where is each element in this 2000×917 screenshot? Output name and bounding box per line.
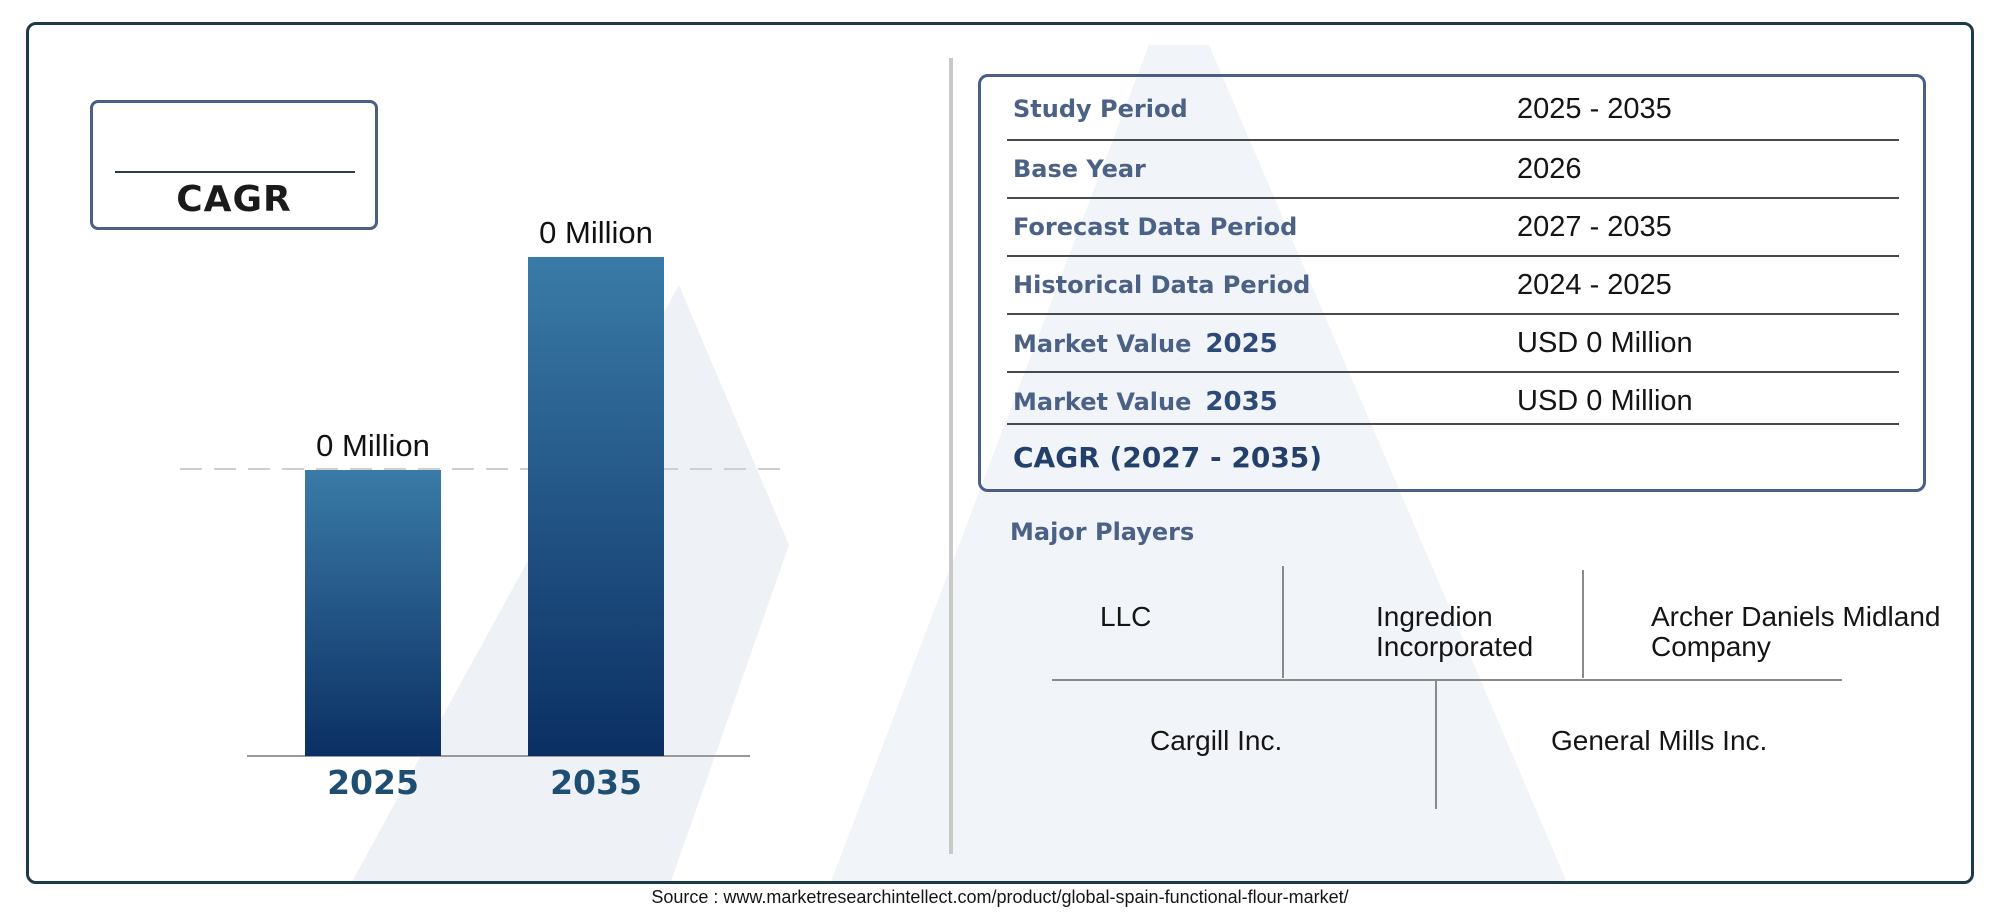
info-row: Market Value 2035 USD 0 Million	[1007, 373, 1899, 425]
info-row: Forecast Data Period 2027 - 2035	[1007, 199, 1899, 257]
cagr-box-label: CAGR	[176, 179, 292, 220]
bar-2035	[528, 257, 664, 756]
info-row-label: Forecast Data Period	[1013, 213, 1297, 241]
info-row: Study Period 2025 - 2035	[1007, 81, 1899, 141]
info-row-value: 2026	[1517, 153, 1582, 185]
info-row-label: Market Value 2025	[1013, 329, 1278, 359]
major-players-title: Major Players	[1010, 518, 1195, 546]
player-name: Ingredion Incorporated	[1376, 601, 1534, 662]
info-row-label: Study Period	[1013, 95, 1188, 123]
info-row-value: USD 0 Million	[1517, 385, 1693, 417]
vertical-divider	[949, 58, 953, 854]
cagr-box-divider	[115, 171, 355, 173]
players-divider	[1052, 679, 1842, 681]
x-tick-label: 2025	[327, 763, 419, 802]
info-row: Market Value 2025 USD 0 Million	[1007, 315, 1899, 373]
info-row-label: Historical Data Period	[1013, 271, 1310, 299]
info-row-label-text: Forecast Data Period	[1013, 213, 1298, 241]
players-divider	[1582, 570, 1584, 678]
info-row-year: 2035	[1205, 387, 1278, 417]
info-row: Base Year 2026	[1007, 141, 1899, 199]
cagr-box: CAGR	[90, 100, 378, 230]
info-row: Historical Data Period 2024 - 2025	[1007, 257, 1899, 315]
players-divider	[1282, 566, 1284, 678]
bar-data-label: 0 Million	[539, 215, 653, 250]
info-row-label-text: Base Year	[1013, 155, 1146, 183]
info-row-label: CAGR (2027 - 2035)	[1013, 441, 1322, 474]
players-divider	[1435, 681, 1437, 809]
info-row-value: 2024 - 2025	[1517, 269, 1672, 301]
info-row-label-text: Market Value	[1013, 388, 1192, 416]
info-row-year: 2025	[1205, 329, 1278, 359]
bar-2025	[305, 470, 441, 756]
info-row-value: 2025 - 2035	[1517, 93, 1672, 125]
player-name: LLC	[1100, 601, 1152, 632]
info-table: Study Period 2025 - 2035 Base Year 2026 Fore…	[978, 74, 1926, 492]
info-row-label-text: Historical Data Period	[1013, 271, 1311, 299]
player-name: Archer Daniels Midland Company	[1651, 601, 1941, 662]
info-row-label: Market Value 2035	[1013, 387, 1278, 417]
info-row-value: USD 0 Million	[1517, 327, 1693, 359]
x-tick-label: 2035	[550, 763, 642, 802]
info-row-label-text: CAGR (2027 - 2035)	[1013, 441, 1323, 474]
bar-chart: 0 Million 2025 0 Million 2035	[180, 215, 790, 802]
info-row: CAGR (2027 - 2035)	[1007, 425, 1899, 487]
player-name: Cargill Inc.	[1150, 725, 1283, 756]
bar-data-label: 0 Million	[316, 428, 430, 463]
source-citation: Source : www.marketresearchintellect.com…	[651, 887, 1349, 907]
info-row-label-text: Market Value	[1013, 330, 1192, 358]
info-row-value: 2027 - 2035	[1517, 211, 1672, 243]
info-row-label: Base Year	[1013, 155, 1146, 183]
info-row-label-text: Study Period	[1013, 95, 1188, 123]
player-name: General Mills Inc.	[1551, 725, 1768, 756]
